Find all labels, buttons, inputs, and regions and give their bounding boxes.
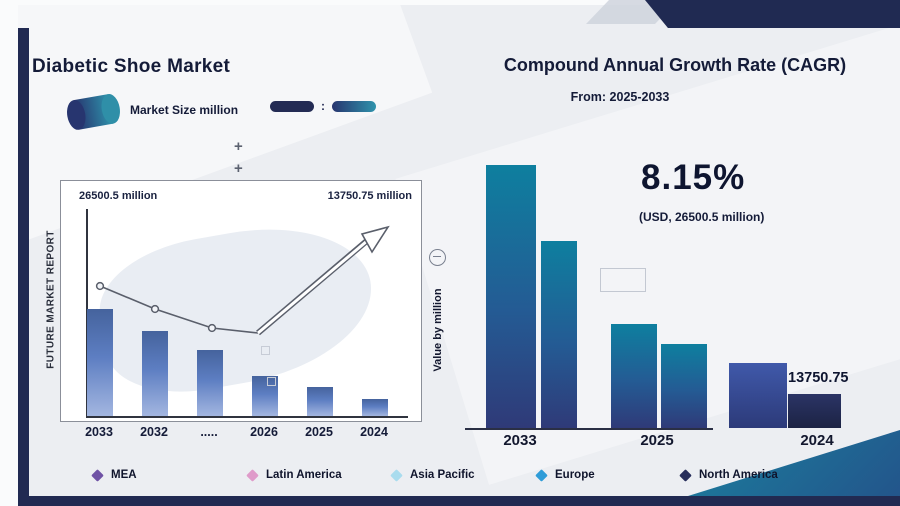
market-bar-.....	[197, 350, 223, 416]
market-bars	[61, 181, 421, 421]
legend-label: Latin America	[266, 469, 342, 481]
cagr-chart	[460, 140, 890, 428]
legend-item-europe: Europe	[535, 464, 595, 486]
diamond-icon	[679, 468, 692, 482]
report-side-label: FUTURE MARKET REPORT	[45, 230, 57, 369]
cagr-bar-0	[486, 165, 536, 428]
market-bar-2024	[362, 399, 388, 416]
square-decor	[261, 346, 270, 355]
cagr-2024-value: 13750.75	[788, 370, 849, 386]
market-axis-labels: 2033 2032..... 2026 2025 2024	[60, 425, 420, 443]
cylinder-icon	[67, 94, 120, 130]
legend-label: Europe	[555, 469, 595, 481]
cagr-bar-5	[788, 394, 841, 428]
diamond-icon	[91, 468, 104, 482]
market-bar-2026	[252, 376, 278, 416]
axis-label-2032: 2032	[140, 425, 168, 439]
plus-decor: +	[234, 138, 243, 155]
cagr-bar-4	[729, 363, 787, 428]
cagr-bars	[460, 140, 890, 428]
top-margin	[0, 0, 900, 5]
legend-item-latin-america: Latin America	[246, 464, 342, 486]
cagr-bar-1	[541, 241, 577, 428]
cagr-axis-label-2024: 2024	[800, 432, 834, 449]
cagr-axis-label-2033: 2033	[503, 432, 537, 449]
cagr-title: Compound Annual Growth Rate (CAGR)	[503, 55, 847, 75]
legend-label: MEA	[111, 469, 137, 481]
axis-label-2025: 2025	[305, 425, 333, 439]
legend-item-north-america: North America	[679, 464, 778, 486]
market-start-value: 26500.5 million	[79, 190, 158, 202]
axis-label-2024: 2024	[360, 425, 388, 439]
market-size-label: Market Size million	[130, 103, 239, 117]
legend-row: MEA Latin America Asia Pacific Europe North …	[0, 464, 900, 490]
square-decor	[267, 377, 276, 386]
x-axis-line	[86, 416, 408, 418]
cagr-axis-labels: 2033 2025 2024	[460, 432, 890, 454]
cagr-subtitle: From: 2025-2033	[570, 90, 670, 104]
rect-outline-decor	[600, 268, 646, 292]
cagr-value: 8.15%	[641, 158, 746, 197]
legend-item-asia-pacific: Asia Pacific	[390, 464, 475, 486]
cagr-axis-label-2025: 2025	[640, 432, 674, 449]
legend-label: Asia Pacific	[410, 469, 475, 481]
cagr-bar-2	[611, 324, 657, 428]
market-bar-2033	[87, 309, 113, 416]
diamond-icon	[246, 468, 259, 482]
market-size-chart: 26500.5 million 13750.75 million FUTURE …	[46, 180, 422, 422]
diamond-icon	[535, 468, 548, 482]
left-margin	[0, 0, 18, 506]
page-title: Diabetic Shoe Market	[32, 56, 231, 77]
legend-item-mea: MEA	[91, 464, 137, 486]
bottom-navy-strip	[18, 496, 900, 506]
axis-label-.....: .....	[200, 425, 218, 439]
pill-colon: :	[321, 99, 325, 113]
market-end-value: 13750.75 million	[327, 190, 412, 202]
legend-label: North America	[699, 469, 778, 481]
market-bar-2025	[307, 387, 333, 416]
plus-decor: +	[234, 160, 243, 177]
cagr-baseline	[465, 428, 713, 430]
axis-label-2033: 2033	[85, 425, 113, 439]
minus-circle-icon	[429, 249, 446, 266]
cagr-bar-3	[661, 344, 707, 428]
axis-label-2026: 2026	[250, 425, 278, 439]
left-navy-strip	[18, 28, 29, 496]
pill-gradient	[332, 101, 376, 112]
pill-dark	[270, 101, 314, 112]
cagr-note: (USD, 26500.5 million)	[639, 210, 765, 224]
corner-navy-accent	[645, 0, 900, 28]
scale-pills: :	[270, 99, 376, 113]
diamond-icon	[390, 468, 403, 482]
value-axis-label: Value by million	[432, 288, 444, 372]
market-bar-2032	[142, 331, 168, 416]
